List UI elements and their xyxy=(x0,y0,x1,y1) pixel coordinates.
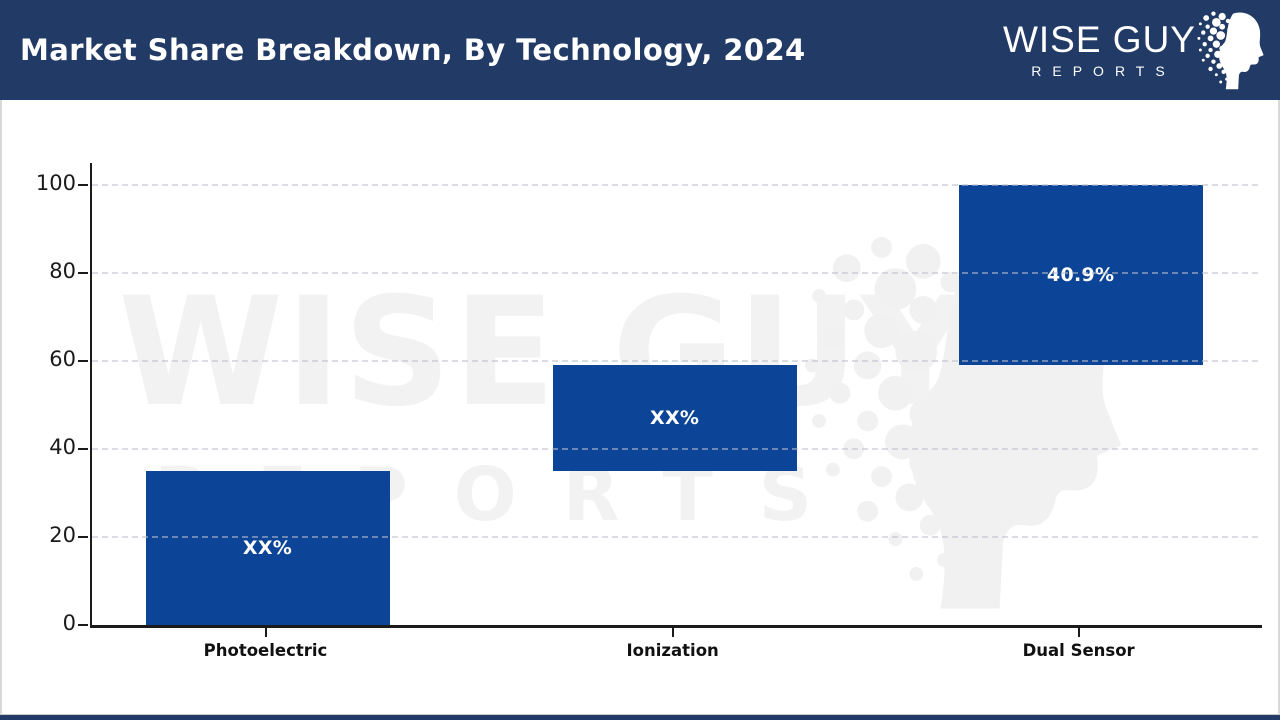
gridline xyxy=(92,184,1262,186)
x-axis-category-label: Photoelectric xyxy=(203,641,328,660)
y-axis-tick-mark xyxy=(78,624,88,626)
logo-brand-text: WISE GUY xyxy=(1002,19,1196,60)
bar-value-label: XX% xyxy=(650,406,700,429)
logo-subbrand-text: REPORTS xyxy=(1031,63,1176,79)
logo-face-icon xyxy=(1197,11,1264,90)
gridline xyxy=(92,272,1262,274)
bar-ionization: XX% xyxy=(552,364,797,471)
x-axis-tick-mark xyxy=(264,628,267,637)
y-axis-tick-label: 100 xyxy=(35,171,76,195)
y-axis-tick-label: 60 xyxy=(49,347,76,371)
logo-text: WISE GUY REPORTS xyxy=(1003,21,1196,79)
watermark-brand: WISE GUY xyxy=(118,266,972,440)
y-axis-tick-mark xyxy=(78,536,88,538)
y-axis-tick-mark xyxy=(78,448,88,450)
chart-title: Market Share Breakdown, By Technology, 2… xyxy=(20,33,806,67)
y-axis-tick-label: 20 xyxy=(49,523,76,547)
bar-value-label: XX% xyxy=(242,537,293,559)
footer-bar xyxy=(0,714,1280,720)
y-axis-tick-label: 80 xyxy=(49,259,76,283)
gridline xyxy=(92,360,1262,362)
x-axis-tick-mark xyxy=(671,628,674,637)
y-axis-tick-label: 40 xyxy=(49,435,76,459)
x-axis-category-label: Dual Sensor xyxy=(1022,641,1135,660)
x-axis-category-label: Ionization xyxy=(626,641,719,660)
x-axis-tick-mark xyxy=(1077,628,1080,637)
plot-area: XX% XX% 40.9% xyxy=(90,163,1262,628)
y-axis-tick-mark xyxy=(78,272,88,274)
bar-photoelectric: XX% xyxy=(145,471,390,625)
bar-value-label: 40.9% xyxy=(1046,263,1115,286)
gridline xyxy=(92,448,1262,450)
y-axis-tick-label: 0 xyxy=(62,611,76,635)
header-bar: Market Share Breakdown, By Technology, 2… xyxy=(0,0,1280,100)
bar-dual-sensor: 40.9% xyxy=(958,185,1203,365)
gridline xyxy=(92,536,1262,538)
chart-canvas: WISE GUY REPORTS XX% XX% 40.9% 0 20 40 60 80 10… xyxy=(0,100,1280,714)
y-axis-tick-mark xyxy=(78,360,88,362)
wiseguy-logo: WISE GUY REPORTS xyxy=(1003,6,1268,94)
y-axis-tick-mark xyxy=(78,184,88,186)
